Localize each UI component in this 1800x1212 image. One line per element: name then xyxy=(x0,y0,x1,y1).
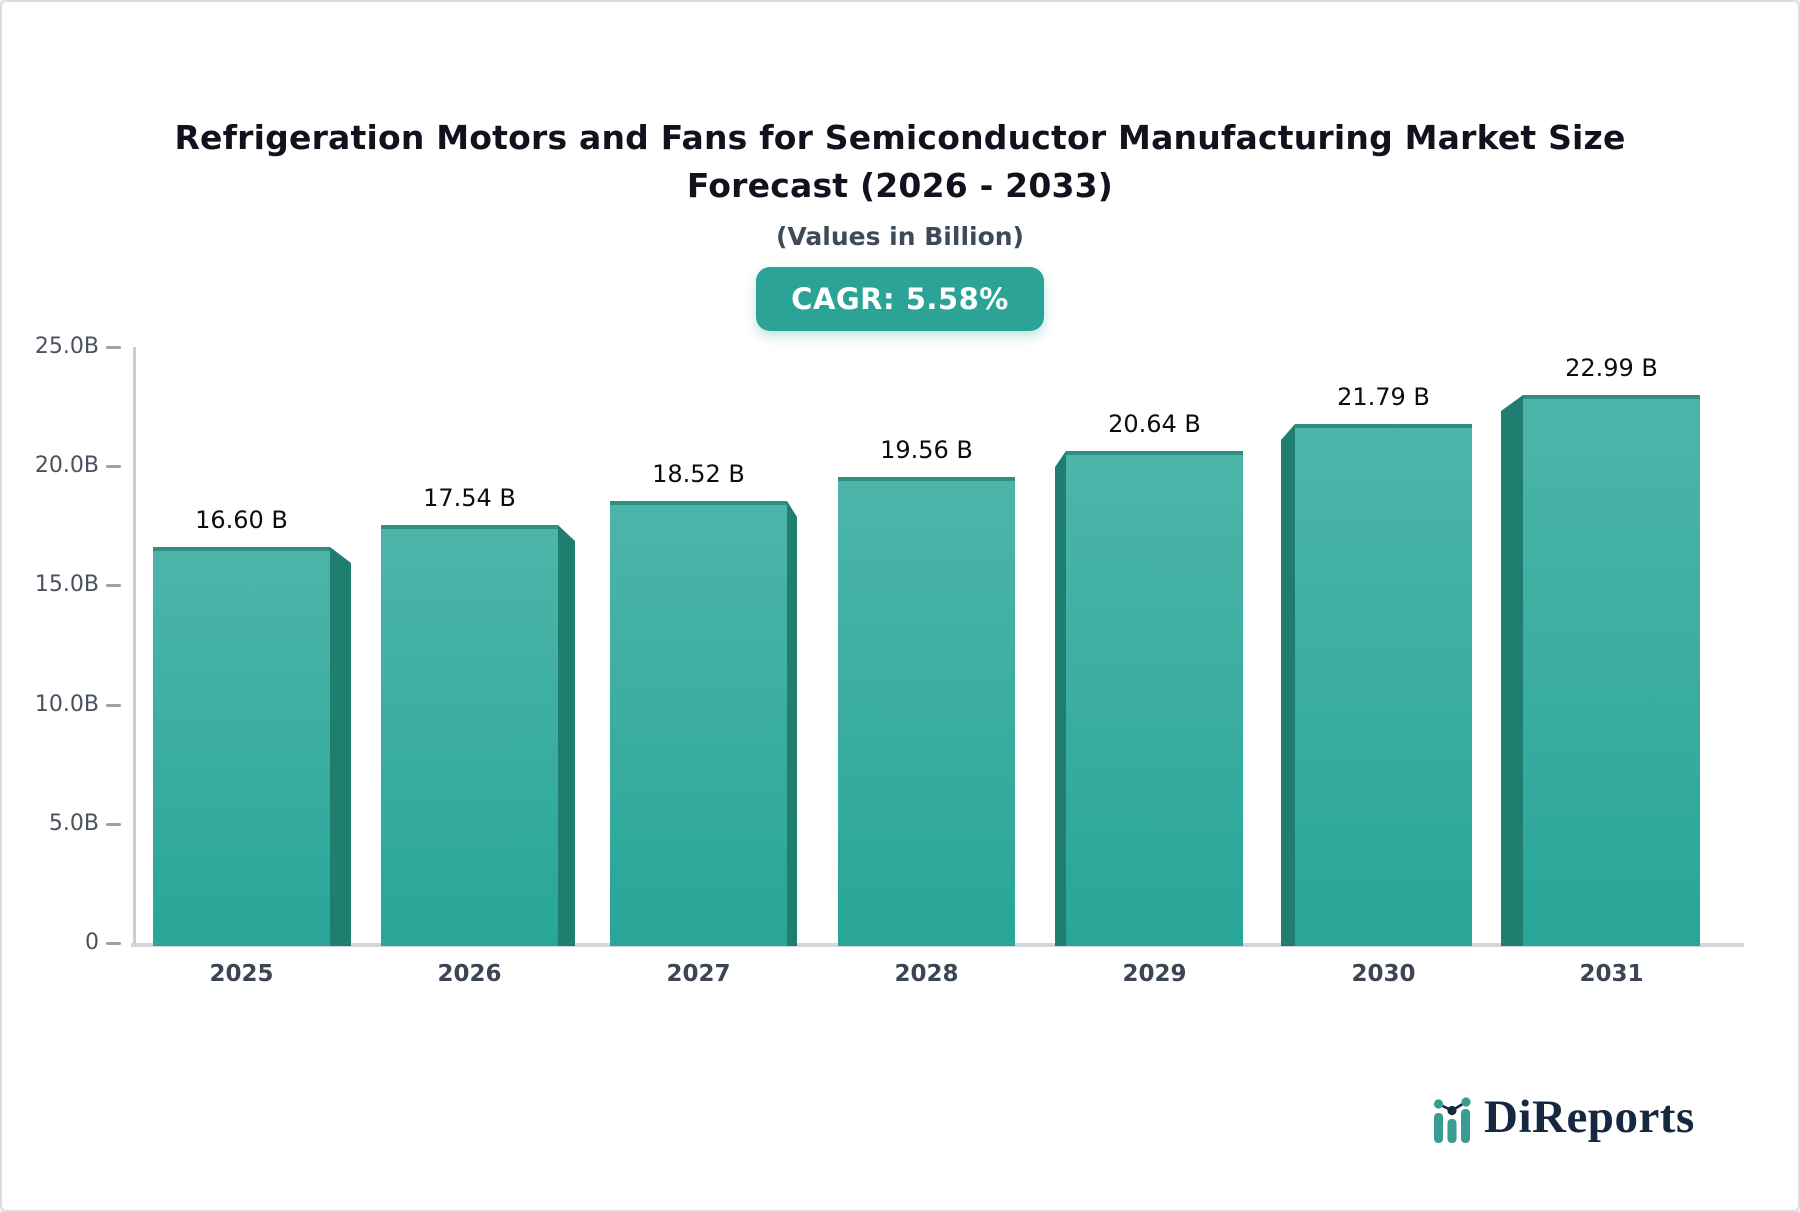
bar-3d-side xyxy=(330,547,351,946)
bar-value-label: 20.64 B xyxy=(1108,410,1201,438)
x-axis-label: 2029 xyxy=(1122,961,1187,987)
x-axis-label: 2027 xyxy=(666,961,731,987)
bar-value-label: 21.79 B xyxy=(1337,383,1430,411)
y-tick-label: 5.0B xyxy=(48,810,99,836)
bar-2027 xyxy=(610,501,787,946)
y-tick-label: 15.0B xyxy=(34,572,99,598)
bar-3d-side xyxy=(787,501,797,946)
bar-value-label: 17.54 B xyxy=(423,484,516,512)
x-axis-label: 2028 xyxy=(894,961,959,987)
x-axis-label: 2030 xyxy=(1351,961,1416,987)
bar-value-label: 16.60 B xyxy=(195,506,288,534)
bar-2029 xyxy=(1066,451,1243,946)
y-tick-mark xyxy=(106,703,121,707)
y-tick-mark xyxy=(106,465,121,469)
y-tick-label: 0 xyxy=(85,930,99,955)
chart-header: Refrigeration Motors and Fans for Semico… xyxy=(2,114,1798,331)
bar-value-label: 22.99 B xyxy=(1565,354,1658,382)
bar-3d-side xyxy=(1501,395,1523,946)
x-axis-label: 2026 xyxy=(437,961,502,987)
bar-2028 xyxy=(838,477,1015,946)
y-tick-label: 20.0B xyxy=(34,453,99,479)
bar-2030 xyxy=(1295,424,1472,946)
y-tick-label: 25.0B xyxy=(34,334,99,359)
bar-value-label: 19.56 B xyxy=(880,436,973,464)
cagr-badge: CAGR: 5.58% xyxy=(756,266,1044,331)
chart-subtitle: (Values in Billion) xyxy=(776,221,1024,251)
bar-value-label: 18.52 B xyxy=(652,460,745,488)
bar-2031 xyxy=(1523,395,1700,946)
brand-logo: DiReports xyxy=(1432,1094,1695,1145)
y-tick-mark xyxy=(106,584,121,588)
y-axis-line xyxy=(133,347,136,947)
y-tick-mark xyxy=(106,346,121,349)
bar-3d-side xyxy=(1281,424,1295,946)
y-tick-mark xyxy=(106,942,121,945)
bar-2025 xyxy=(153,547,330,946)
y-tick-label: 10.0B xyxy=(34,691,99,717)
brand-logo-icon xyxy=(1433,1096,1471,1143)
x-axis-label: 2031 xyxy=(1579,961,1644,987)
brand-logo-text: DiReports xyxy=(1484,1091,1695,1143)
bar-2026 xyxy=(381,525,558,946)
bar-3d-side xyxy=(1055,451,1066,946)
chart-title: Refrigeration Motors and Fans for Semico… xyxy=(174,118,1626,205)
y-tick-mark xyxy=(106,822,121,826)
x-axis-label: 2025 xyxy=(209,961,274,987)
bar-3d-side xyxy=(558,525,575,946)
